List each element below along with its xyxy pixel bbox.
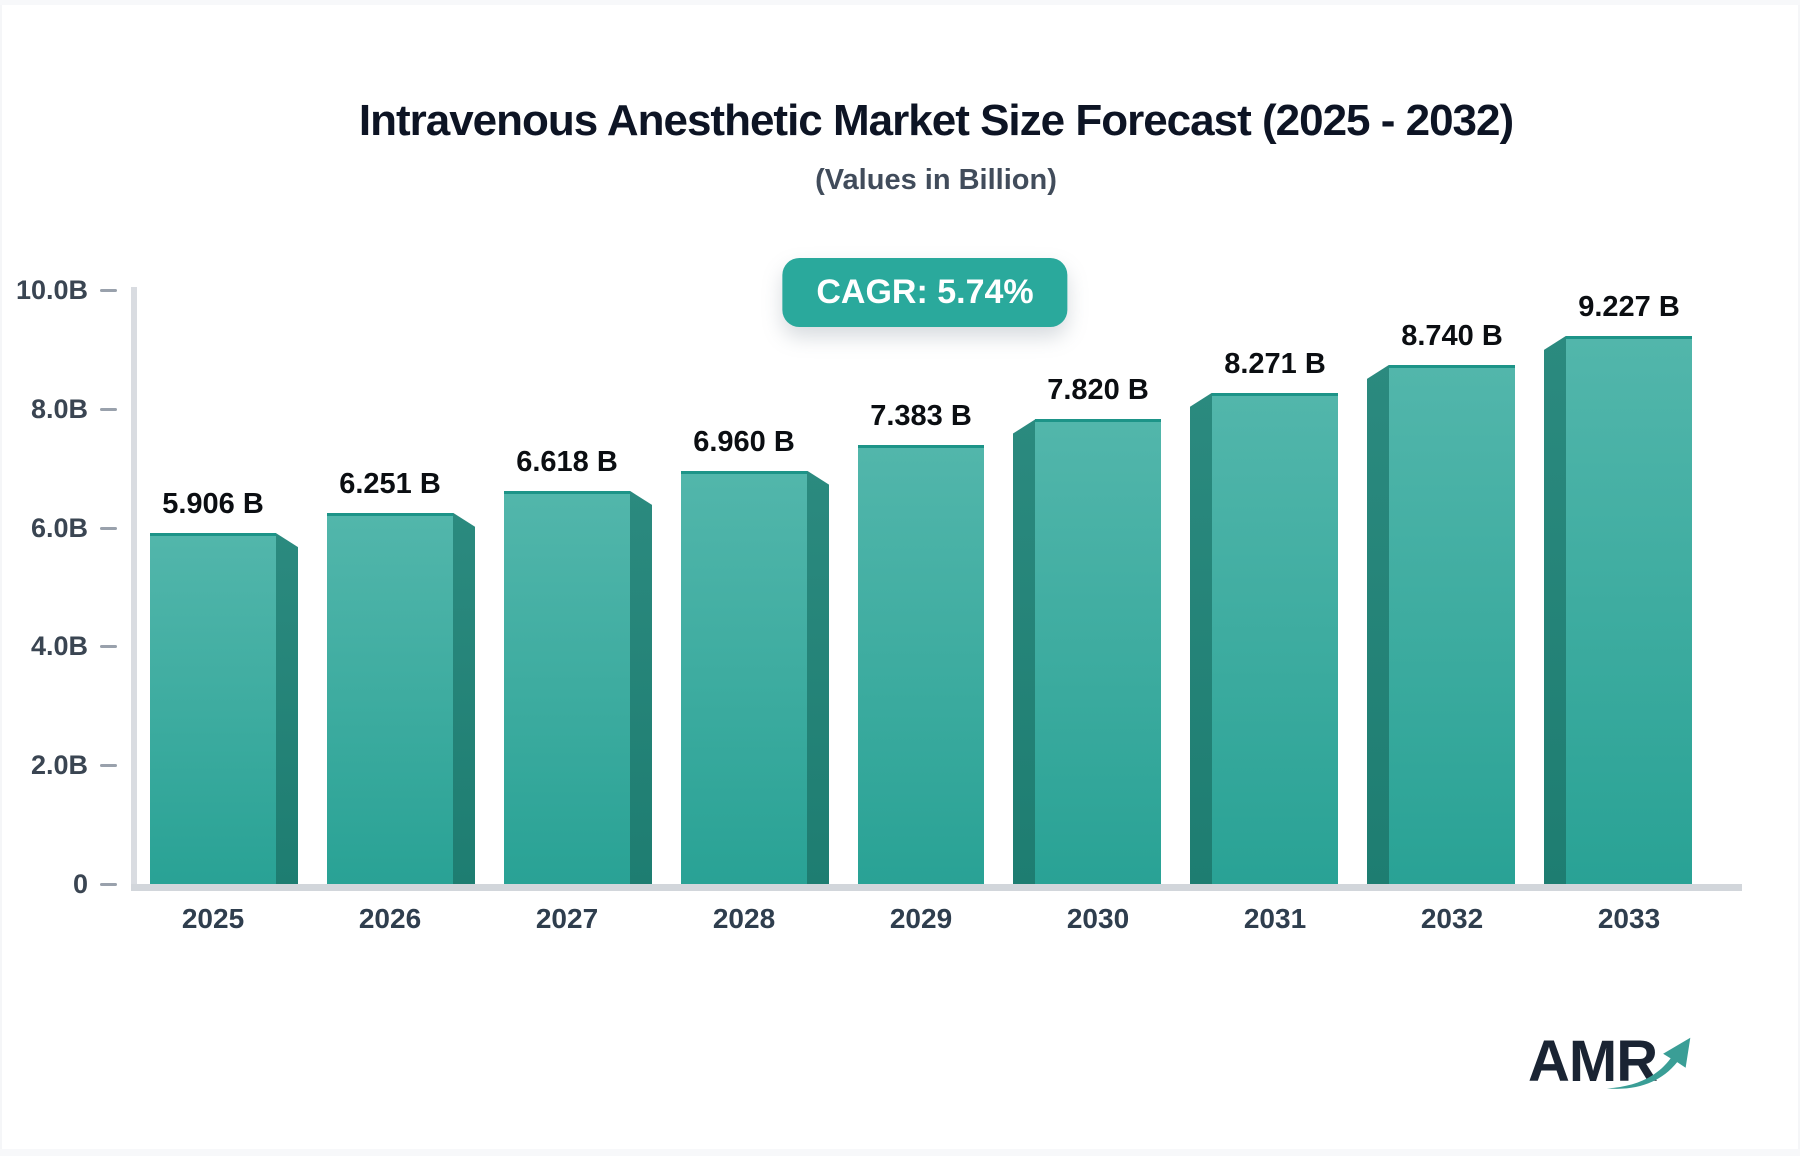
bar-value-label: 9.227 B: [1578, 290, 1680, 323]
bar-2033: [1566, 335, 1692, 884]
bar-2030: [1035, 419, 1161, 884]
y-axis-tick-label: 8.0B: [30, 393, 88, 424]
bar-2028: [681, 470, 807, 884]
bar-value-label: 6.618 B: [516, 445, 618, 478]
bar-2032: [1389, 364, 1515, 884]
bar-value-label: 8.271 B: [1224, 347, 1326, 380]
cagr-badge: CAGR: 5.74%: [782, 258, 1068, 327]
y-axis-tick: [100, 526, 117, 530]
x-axis-label-2030: 2030: [1066, 903, 1130, 934]
x-axis-label-2029: 2029: [889, 903, 953, 934]
bar-side-face-2025: [276, 533, 298, 884]
bar-value-label: 6.251 B: [339, 467, 441, 500]
y-axis-tick-label: 4.0B: [30, 631, 88, 662]
bar-2031: [1212, 392, 1338, 884]
bar-2027: [504, 490, 630, 884]
bar-value-label: 6.960 B: [693, 425, 795, 458]
x-axis-baseline: [131, 884, 1742, 891]
bar-side-face-2026: [453, 512, 475, 884]
x-axis-label-2027: 2027: [535, 903, 599, 934]
bar-side-face-2031: [1190, 392, 1212, 884]
y-axis-tick-label: 0: [72, 869, 88, 899]
amr-logo: AMR: [1528, 1028, 1718, 1104]
chart-title: Intravenous Anesthetic Market Size Forec…: [358, 96, 1514, 145]
x-axis-label-2028: 2028: [712, 903, 776, 934]
x-axis-label-2033: 2033: [1597, 903, 1661, 934]
bar-side-face-2027: [630, 490, 652, 884]
bar-value-label: 7.383 B: [870, 400, 972, 433]
y-axis-tick-label: 6.0B: [30, 512, 88, 543]
bar-2026: [327, 512, 453, 884]
bar-side-face-2030: [1013, 419, 1035, 884]
y-axis-line: [131, 287, 137, 891]
y-axis-tick: [100, 645, 117, 649]
bar-side-face-2033: [1544, 335, 1566, 884]
bar-side-face-2028: [807, 470, 829, 884]
bar-side-face-2032: [1367, 364, 1389, 884]
bar-value-label: 5.906 B: [162, 488, 264, 521]
y-axis-tick: [100, 764, 117, 768]
y-axis-tick: [100, 407, 117, 411]
x-axis-label-2025: 2025: [181, 903, 245, 934]
x-axis-label-2031: 2031: [1243, 903, 1307, 934]
bar-value-label: 7.820 B: [1047, 374, 1149, 407]
bar-2029: [858, 445, 984, 884]
amr-logo-text: AMR: [1528, 1029, 1658, 1094]
bar-2025: [150, 533, 276, 884]
bottom-edge-strip: [0, 1149, 1800, 1156]
x-axis-label-2026: 2026: [358, 903, 422, 934]
y-axis-tick-label: 10.0B: [15, 275, 88, 305]
bar-value-label: 8.740 B: [1401, 319, 1503, 352]
y-axis-tick: [100, 883, 117, 886]
y-axis-tick: [100, 289, 117, 292]
chart-subtitle: (Values in Billion): [815, 164, 1057, 196]
y-axis-tick-label: 2.0B: [30, 750, 88, 781]
top-edge-strip: [0, 0, 1800, 5]
x-axis-label-2032: 2032: [1420, 903, 1484, 934]
growth-arrow-icon: [1600, 1034, 1700, 1094]
